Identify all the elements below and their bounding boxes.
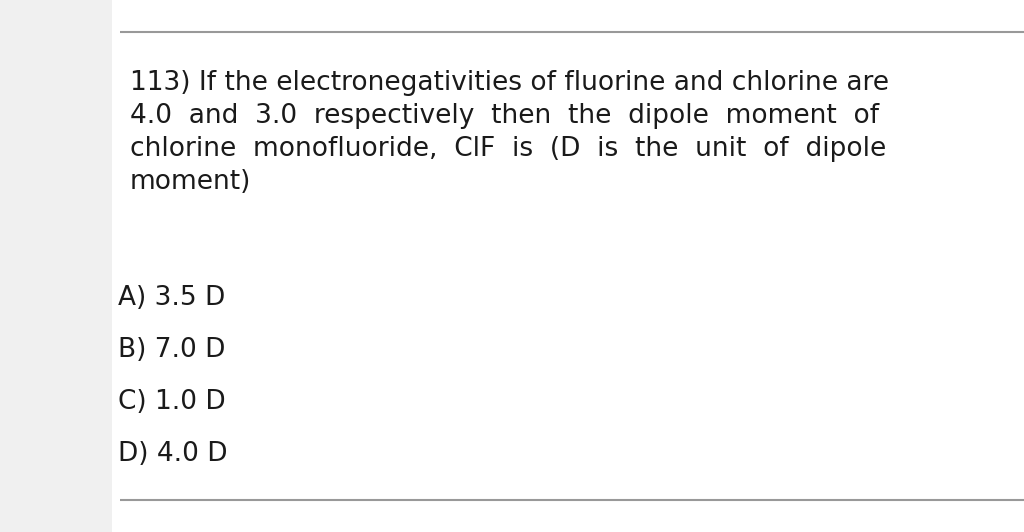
Bar — [0, 0, 112, 532]
Text: D) 4.0 D: D) 4.0 D — [118, 441, 227, 467]
Text: A) 3.5 D: A) 3.5 D — [118, 285, 225, 311]
Text: 113) If the electronegativities of fluorine and chlorine are: 113) If the electronegativities of fluor… — [130, 70, 889, 96]
Text: chlorine  monofluoride,  ClF  is  (D  is  the  unit  of  dipole: chlorine monofluoride, ClF is (D is the … — [130, 136, 886, 162]
Text: C) 1.0 D: C) 1.0 D — [118, 389, 225, 415]
Text: moment): moment) — [130, 169, 251, 195]
Text: 4.0  and  3.0  respectively  then  the  dipole  moment  of: 4.0 and 3.0 respectively then the dipole… — [130, 103, 880, 129]
Text: B) 7.0 D: B) 7.0 D — [118, 337, 225, 363]
